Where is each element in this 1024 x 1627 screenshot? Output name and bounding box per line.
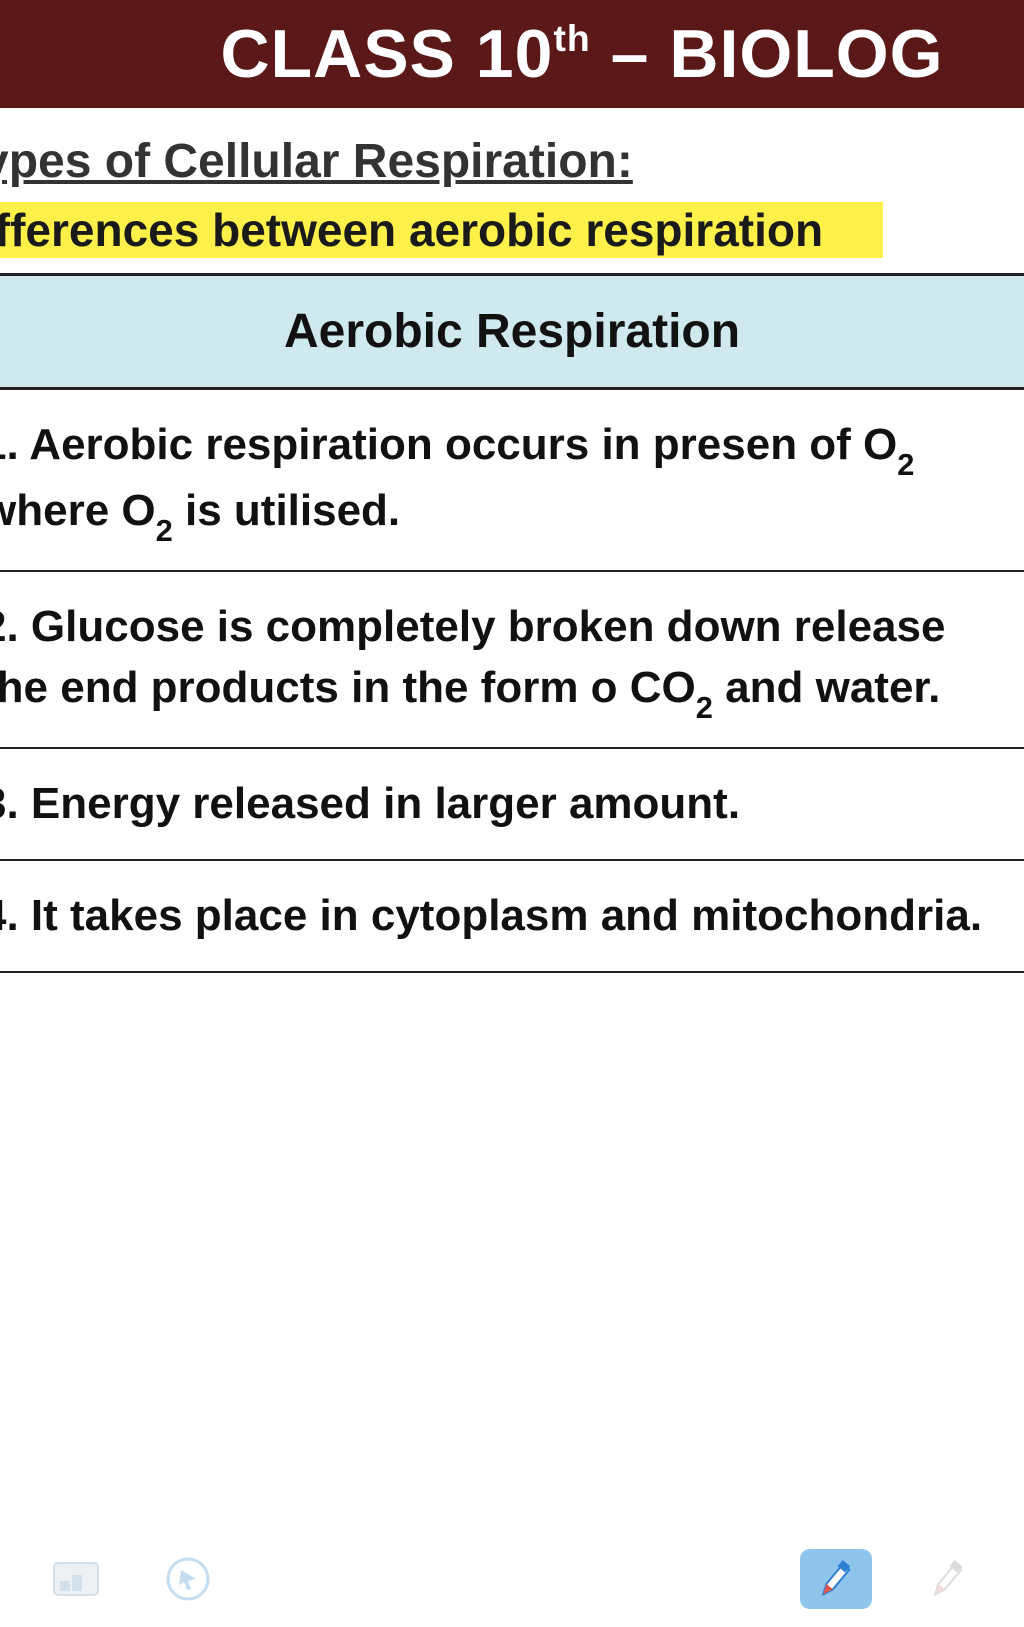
subtitle-row: ifferences between aerobic respiration xyxy=(0,203,1024,273)
subscript: 2 xyxy=(156,513,173,548)
row-text: 1. Aerobic respiration occurs in presen … xyxy=(0,420,897,469)
header-title: CLASS 10th – BIOLOG xyxy=(220,15,943,93)
pen-grey-button[interactable] xyxy=(912,1549,984,1609)
subscript: 2 xyxy=(696,690,713,725)
row-text: 4. It takes place in cytoplasm and mitoc… xyxy=(0,891,982,940)
prev-slide-button[interactable] xyxy=(40,1549,112,1609)
table-row: 3. Energy released in larger amount. xyxy=(0,749,1024,861)
subscript: 2 xyxy=(897,447,914,482)
pointer-button[interactable] xyxy=(152,1549,224,1609)
table-row: 1. Aerobic respiration occurs in presen … xyxy=(0,390,1024,572)
bottom-toolbar xyxy=(0,1539,1024,1619)
page-header: CLASS 10th – BIOLOG xyxy=(0,0,1024,108)
subtitle-text: ifferences between aerobic respiration xyxy=(0,202,883,258)
table-header-cell: Aerobic Respiration xyxy=(0,273,1024,390)
header-title-pre: CLASS 10 xyxy=(220,16,553,92)
row-text: 3. Energy released in larger amount. xyxy=(0,779,740,828)
pencil-icon xyxy=(814,1557,857,1600)
table-row: 2. Glucose is completely broken down rel… xyxy=(0,572,1024,750)
table-row: 4. It takes place in cytoplasm and mitoc… xyxy=(0,861,1024,973)
slide-thumb-icon xyxy=(52,1559,100,1599)
row-text: where O xyxy=(0,486,156,535)
section-title: ypes of Cellular Respiration: xyxy=(0,108,1024,203)
header-title-post: – BIOLOG xyxy=(591,16,944,92)
row-text: is utilised. xyxy=(173,486,400,535)
pencil-icon xyxy=(926,1557,969,1600)
comparison-table: Aerobic Respiration 1. Aerobic respirati… xyxy=(0,273,1024,973)
header-title-sup: th xyxy=(553,17,590,59)
row-text: and water. xyxy=(713,663,940,712)
pen-blue-button[interactable] xyxy=(800,1549,872,1609)
arrow-cursor-icon xyxy=(166,1557,210,1601)
